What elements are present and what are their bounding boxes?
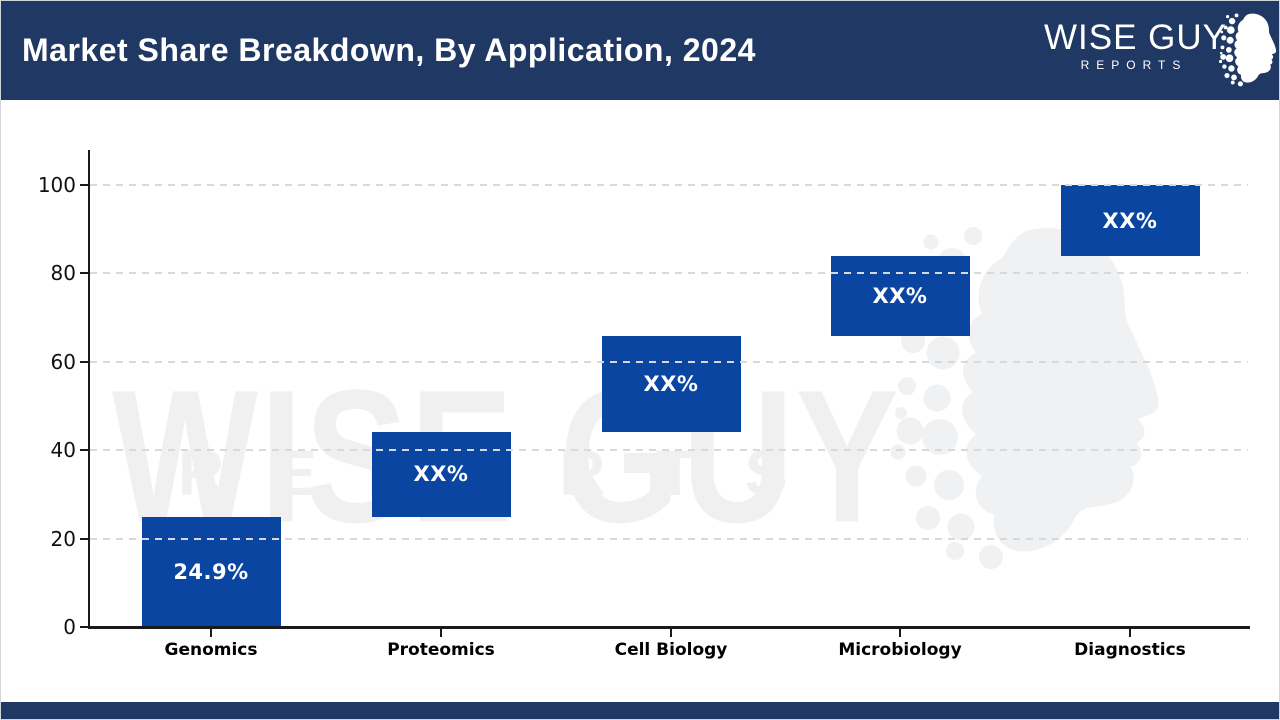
bar-genomics: 24.9% <box>141 516 281 627</box>
bar-value-label: XX% <box>643 371 699 396</box>
bar-value-label: XX% <box>413 462 469 487</box>
footer-bar <box>0 702 1280 720</box>
y-tick-label-60: 60 <box>50 349 76 374</box>
y-tick-20 <box>80 537 89 540</box>
x-tick-2 <box>440 629 442 637</box>
y-tick-label-20: 20 <box>50 526 76 551</box>
bar-value-label: XX% <box>872 283 928 308</box>
bar-cell-biology: XX% <box>601 335 741 432</box>
brand-logo-text: WISE GUY REPORTS <box>1044 18 1228 73</box>
gridline-40 <box>90 449 1248 452</box>
y-tick-100 <box>80 184 89 186</box>
category-label-microbiology: Microbiology <box>838 640 962 660</box>
y-axis-line <box>88 150 90 628</box>
gridline-80 <box>90 272 1248 275</box>
chart-area: WISE GUY REPORTS 02040608010024.9%Genomi… <box>0 100 1280 702</box>
gridline-60 <box>90 360 1248 363</box>
x-tick-4 <box>899 629 901 637</box>
brand-name: WISE GUY <box>1044 18 1228 57</box>
category-label-diagnostics: Diagnostics <box>1074 640 1186 660</box>
header-bar: Market Share Breakdown, By Application, … <box>0 0 1280 100</box>
bar-diagnostics: XX% <box>1060 185 1200 257</box>
y-tick-60 <box>80 360 89 363</box>
x-axis-line <box>88 626 1250 629</box>
y-tick-label-0: 0 <box>63 615 76 639</box>
chart-title: Market Share Breakdown, By Application, … <box>22 31 756 68</box>
y-tick-label-100: 100 <box>37 173 76 197</box>
brand-head-icon <box>1218 13 1277 87</box>
y-tick-label-80: 80 <box>50 261 76 286</box>
gridline-100 <box>90 184 1248 186</box>
x-tick-5 <box>1129 629 1131 637</box>
category-label-cell-biology: Cell Biology <box>614 640 728 660</box>
category-label-genomics: Genomics <box>164 640 258 660</box>
y-tick-40 <box>80 449 89 452</box>
x-tick-3 <box>670 629 672 637</box>
category-label-proteomics: Proteomics <box>387 640 495 660</box>
bar-value-label: 24.9% <box>173 559 249 584</box>
x-tick-1 <box>210 629 212 637</box>
bar-value-label: XX% <box>1102 208 1158 233</box>
y-tick-80 <box>80 272 89 275</box>
brand-logo: WISE GUY REPORTS <box>1014 0 1277 100</box>
brand-subtitle: REPORTS <box>1080 58 1188 72</box>
bar-microbiology: XX% <box>830 256 970 336</box>
gridline-20 <box>90 537 1248 540</box>
y-tick-label-40: 40 <box>50 438 76 463</box>
y-tick-0 <box>80 626 89 628</box>
bar-proteomics: XX% <box>371 431 511 517</box>
